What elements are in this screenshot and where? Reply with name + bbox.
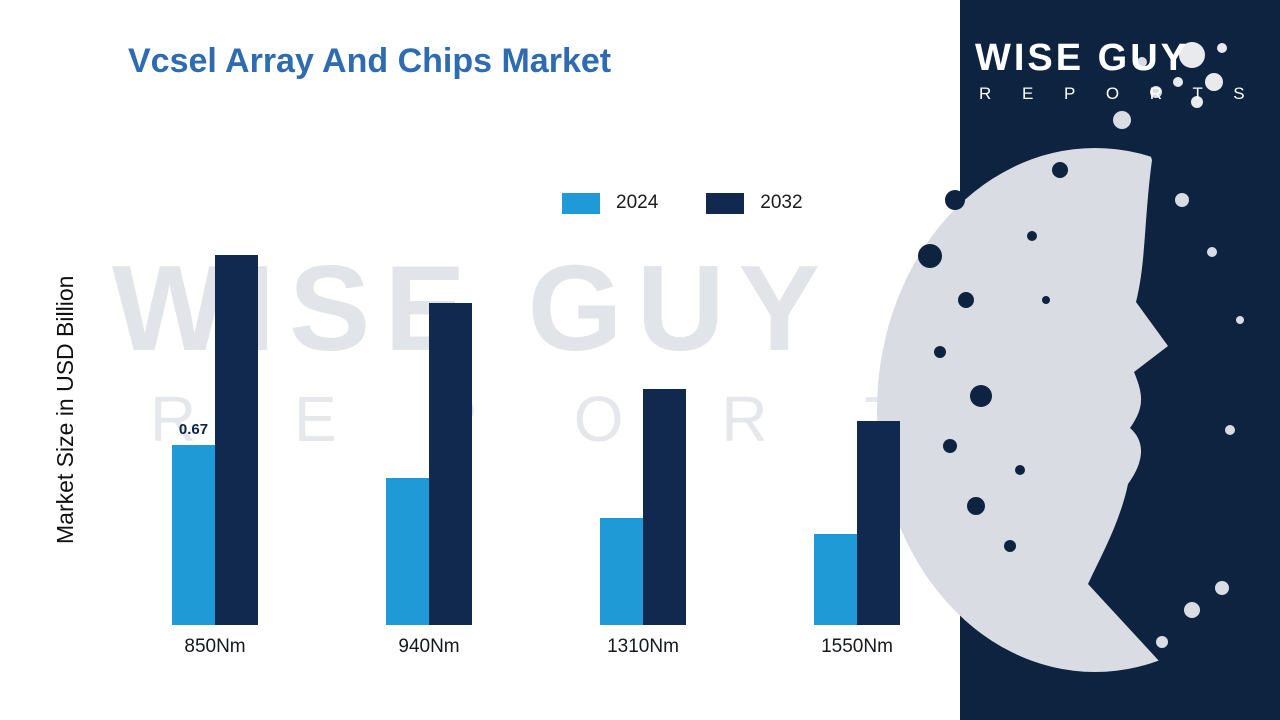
- bar-2032-1310Nm: [643, 389, 686, 625]
- brand-logo: WISE GUY R E P O R T S: [975, 37, 1258, 104]
- bar-value-label: 0.67: [178, 421, 209, 438]
- legend-item-2024: 2024: [562, 192, 658, 214]
- bar-2024-1550Nm: [814, 534, 857, 625]
- brand-logo-name: WISE GUY: [975, 37, 1190, 79]
- bar-2032-850Nm: [215, 255, 258, 625]
- x-axis-label-1550Nm: 1550Nm: [821, 636, 893, 657]
- bar-2024-940Nm: [386, 478, 429, 625]
- legend-item-2032: 2032: [706, 192, 803, 214]
- page-title: Vcsel Array And Chips Market: [128, 42, 612, 80]
- x-axis-label-1310Nm: 1310Nm: [607, 636, 679, 657]
- x-axis-label-940Nm: 940Nm: [398, 636, 460, 657]
- bar-2024-850Nm: [172, 445, 215, 625]
- brand-logo-subtitle: R E P O R T S: [979, 83, 1258, 103]
- legend-swatch-2032: [706, 192, 745, 214]
- legend-label-2032: 2032: [760, 192, 803, 213]
- legend-label-2024: 2024: [616, 192, 659, 213]
- x-axis-label-850Nm: 850Nm: [184, 636, 246, 657]
- bar-2024-1310Nm: [600, 518, 643, 625]
- y-axis-label: Market Size in USD Billion: [52, 275, 78, 545]
- legend-swatch-2024: [562, 192, 600, 214]
- bar-2032-1550Nm: [857, 421, 900, 625]
- bar-2032-940Nm: [429, 303, 472, 625]
- chart-legend: 2024 2032: [562, 192, 803, 214]
